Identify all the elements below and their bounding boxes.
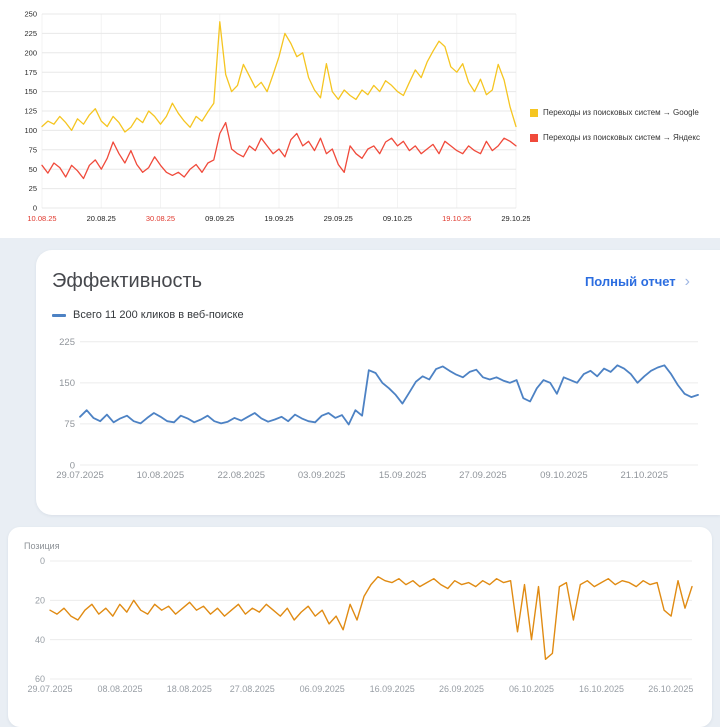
svg-text:0: 0 xyxy=(70,460,75,471)
svg-text:75: 75 xyxy=(29,145,37,154)
svg-text:29.07.2025: 29.07.2025 xyxy=(56,470,104,481)
svg-text:150: 150 xyxy=(59,378,75,389)
svg-text:10.08.25: 10.08.25 xyxy=(27,214,56,223)
svg-text:09.10.25: 09.10.25 xyxy=(383,214,412,223)
svg-text:175: 175 xyxy=(24,68,37,77)
svg-text:29.07.2025: 29.07.2025 xyxy=(27,684,72,694)
legend-item-yandex[interactable]: Переходы из поисковых систем → Яндекс xyxy=(530,133,700,142)
svg-text:225: 225 xyxy=(59,337,75,348)
svg-text:08.08.2025: 08.08.2025 xyxy=(97,684,142,694)
svg-text:26.10.2025: 26.10.2025 xyxy=(648,684,693,694)
svg-text:75: 75 xyxy=(64,419,75,430)
yandex-series-label: Переходы из поисковых систем → Яндекс xyxy=(543,133,700,142)
svg-text:27.08.2025: 27.08.2025 xyxy=(230,684,275,694)
svg-text:0: 0 xyxy=(33,204,37,213)
clicks-chart: 29.07.2025 10.08.2025 22.08.2025 03.09.2025… xyxy=(56,337,699,481)
search-traffic-panel: 10.08.25 20.08.25 30.08.25 09.09.25 19.09.25… xyxy=(0,0,720,238)
svg-text:09.10.2025: 09.10.2025 xyxy=(540,470,588,481)
svg-text:200: 200 xyxy=(24,48,37,57)
svg-text:16.09.2025: 16.09.2025 xyxy=(370,684,415,694)
svg-text:03.09.2025: 03.09.2025 xyxy=(298,470,346,481)
svg-text:21.10.2025: 21.10.2025 xyxy=(620,470,668,481)
svg-text:27.09.2025: 27.09.2025 xyxy=(459,470,507,481)
chevron-right-icon: › xyxy=(684,272,690,290)
svg-text:09.09.25: 09.09.25 xyxy=(205,214,234,223)
svg-text:20: 20 xyxy=(35,595,45,605)
position-chart: 29.07.2025 08.08.2025 18.08.2025 27.08.2025… xyxy=(27,556,693,694)
legend-item-google[interactable]: Переходы из поисковых систем → Google xyxy=(530,108,700,117)
svg-text:225: 225 xyxy=(24,29,37,38)
yandex-series-swatch xyxy=(530,133,538,142)
search-traffic-chart: 10.08.25 20.08.25 30.08.25 09.09.25 19.09.25… xyxy=(24,10,530,223)
clicks-legend-label: Всего 11 200 кликов в веб-поиске xyxy=(73,309,244,321)
svg-text:19.10.25: 19.10.25 xyxy=(442,214,471,223)
svg-text:50: 50 xyxy=(29,165,37,174)
svg-text:125: 125 xyxy=(24,107,37,116)
clicks-series-swatch xyxy=(52,313,66,317)
svg-text:25: 25 xyxy=(29,184,37,193)
performance-card: Эффективность Полный отчет › Всего 11 20… xyxy=(36,250,720,515)
svg-text:30.08.25: 30.08.25 xyxy=(146,214,175,223)
svg-text:26.09.2025: 26.09.2025 xyxy=(439,684,484,694)
svg-text:15.09.2025: 15.09.2025 xyxy=(379,470,427,481)
svg-text:19.09.25: 19.09.25 xyxy=(264,214,293,223)
clicks-legend-item[interactable]: Всего 11 200 кликов в веб-поиске xyxy=(52,309,704,321)
svg-text:40: 40 xyxy=(35,635,45,645)
svg-text:60: 60 xyxy=(35,674,45,684)
svg-text:22.08.2025: 22.08.2025 xyxy=(218,470,266,481)
google-series-swatch xyxy=(530,108,538,117)
svg-text:20.08.25: 20.08.25 xyxy=(87,214,116,223)
position-card: Позиция 29.07.2025 08.08.2025 18.08.2025 27… xyxy=(8,527,712,727)
svg-text:06.10.2025: 06.10.2025 xyxy=(509,684,554,694)
svg-text:06.09.2025: 06.09.2025 xyxy=(300,684,345,694)
svg-text:250: 250 xyxy=(24,10,37,19)
svg-text:10.08.2025: 10.08.2025 xyxy=(137,470,185,481)
svg-text:29.10.25: 29.10.25 xyxy=(501,214,530,223)
svg-text:16.10.2025: 16.10.2025 xyxy=(579,684,624,694)
performance-title: Эффективность xyxy=(52,270,203,292)
performance-card-header: Эффективность Полный отчет › xyxy=(52,270,704,293)
full-report-label: Полный отчет xyxy=(584,274,676,289)
search-traffic-legend: Переходы из поисковых систем → Google Пе… xyxy=(530,0,700,238)
svg-text:29.09.25: 29.09.25 xyxy=(324,214,353,223)
svg-text:18.08.2025: 18.08.2025 xyxy=(167,684,212,694)
google-series-label: Переходы из поисковых систем → Google xyxy=(543,108,699,117)
position-axis-label: Позиция xyxy=(24,541,60,551)
svg-text:150: 150 xyxy=(24,87,37,96)
full-report-link[interactable]: Полный отчет › xyxy=(584,272,704,290)
svg-text:100: 100 xyxy=(24,126,37,135)
svg-text:0: 0 xyxy=(40,556,45,566)
